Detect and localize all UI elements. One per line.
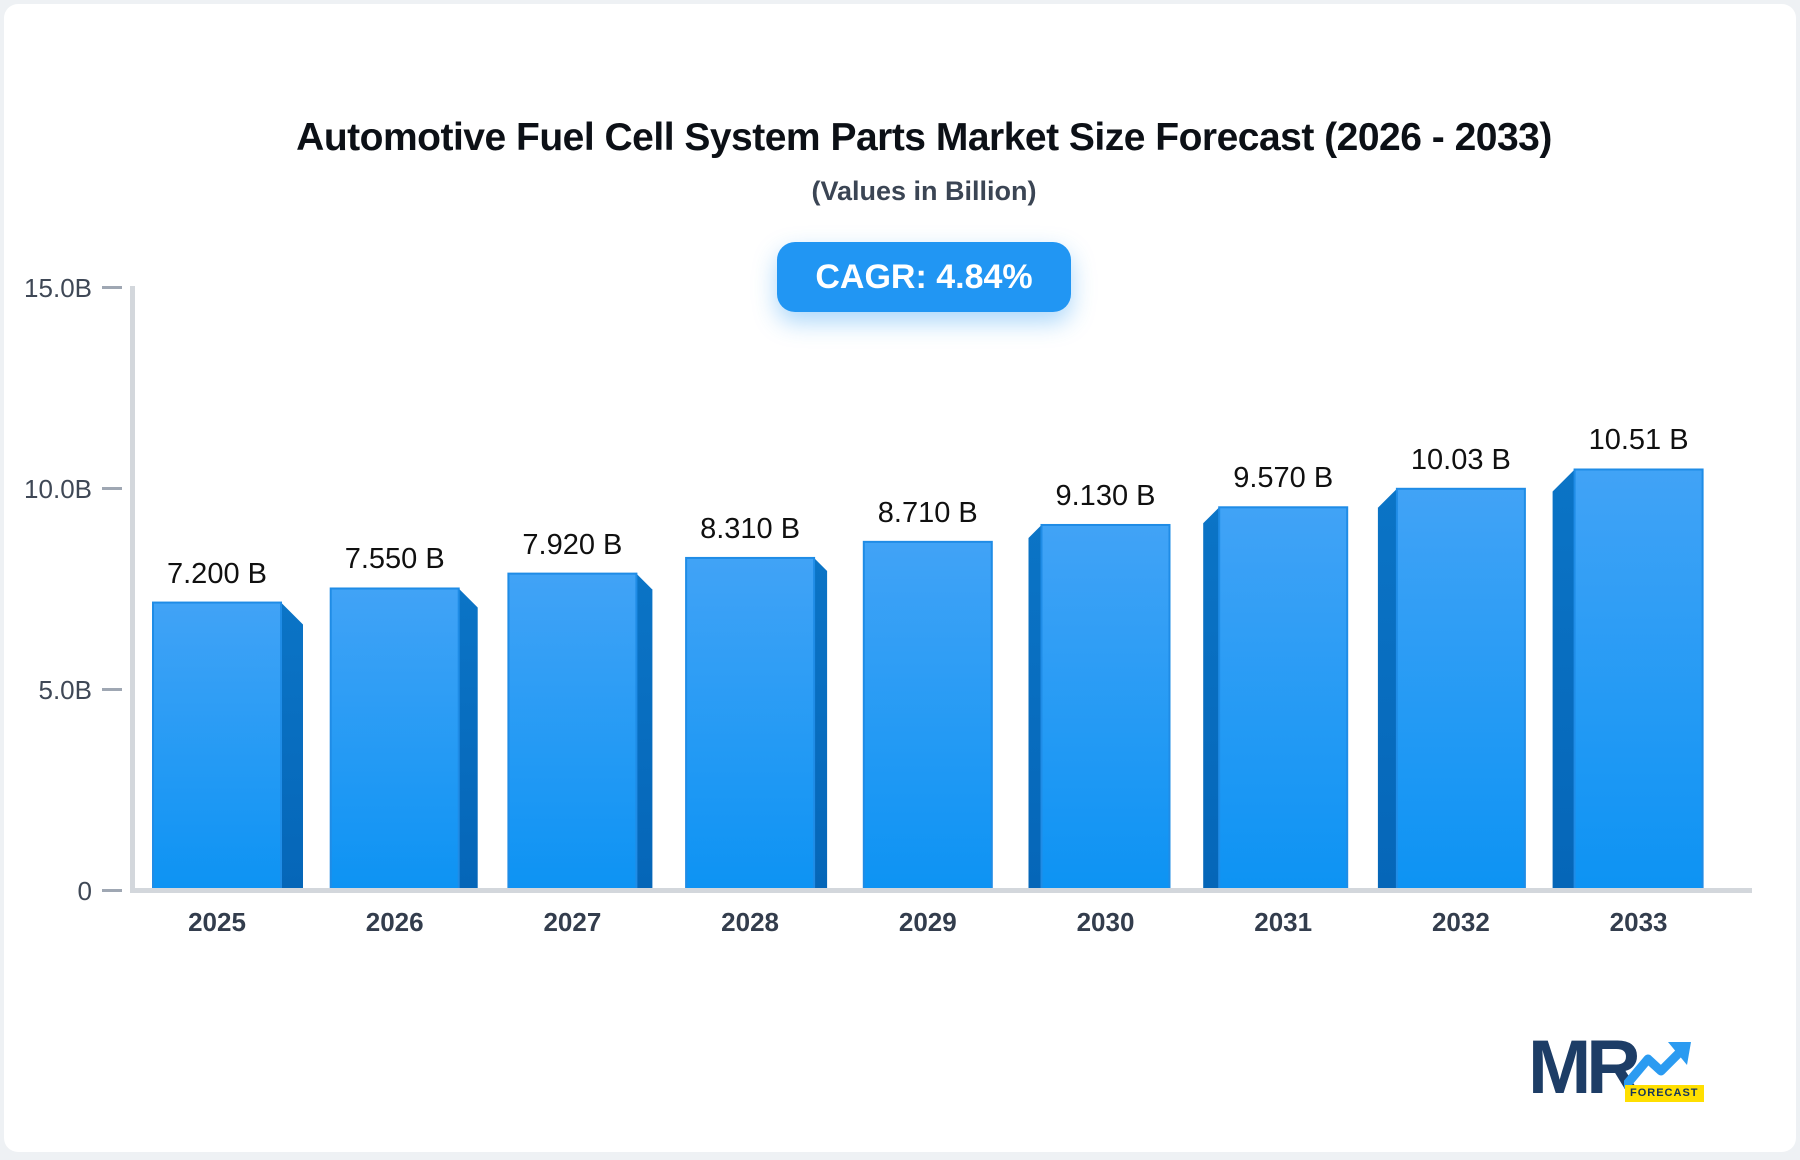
brand-logo: MR FORECAST [1528,1030,1704,1114]
bar-chart-plot [102,286,1752,893]
bar-side-face-2027 [636,573,653,890]
bar-2029 [862,540,993,891]
bar-side-face-2032 [1377,488,1397,890]
cagr-badge-row: CAGR: 4.84% [28,242,1800,312]
bar-2033 [1573,468,1704,891]
chart-card: Automotive Fuel Cell System Parts Market… [4,4,1796,1152]
bar-side-face-2025 [281,602,303,890]
logo-forecast-tag: FORECAST [1625,1085,1704,1102]
bar-2026 [329,587,460,891]
chart-subtitle: (Values in Billion) [811,176,1037,206]
y-axis-line [130,286,135,892]
growth-arrow-icon [1624,1042,1691,1088]
bar-side-face-2028 [814,557,828,890]
bar-2028 [685,556,816,891]
y-axis-tick [102,286,122,289]
bar-2027 [507,572,638,892]
logo-brand-text: MR [1528,1025,1641,1110]
bar-2025 [152,601,282,891]
cagr-badge: CAGR: 4.84% [777,242,1071,312]
chart-header: Automotive Fuel Cell System Parts Market… [28,4,1800,312]
bar-2031 [1218,506,1349,891]
bar-side-face-2030 [1028,524,1042,890]
chart-title: Automotive Fuel Cell System Parts Market… [296,116,1552,159]
bar-side-face-2026 [458,588,478,890]
bar-2032 [1395,487,1526,891]
bar-2030 [1040,523,1171,891]
y-axis-tick [102,487,122,490]
bar-side-face-2033 [1552,469,1575,890]
bar-side-face-2031 [1203,507,1220,890]
y-axis-tick [102,889,122,892]
x-axis-line [130,888,1752,893]
y-axis-tick [102,688,122,691]
